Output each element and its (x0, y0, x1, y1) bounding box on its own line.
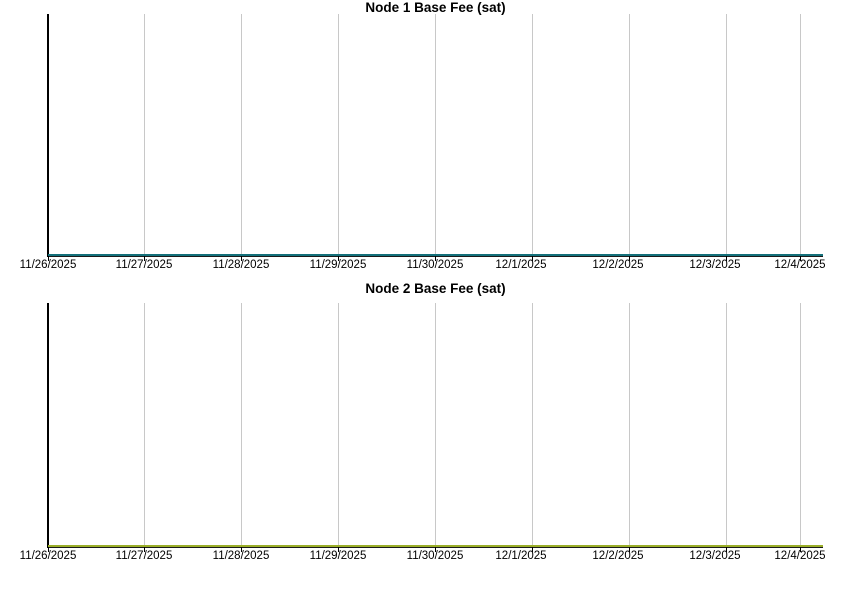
chart-2-data-line (48, 545, 823, 547)
chart-panel-node-1: Node 1 Base Fee (sat) 11/26/2025 11/27/2… (0, 0, 860, 275)
x-tick-label: 11/26/2025 (19, 259, 77, 271)
x-tick-mark (241, 547, 242, 552)
chart-1-title: Node 1 Base Fee (sat) (365, 0, 506, 15)
x-tick-mark (338, 256, 339, 261)
gridline-vertical (435, 14, 436, 256)
x-tick-label: 11/28/2025 (212, 550, 270, 562)
x-tick-label: 12/3/2025 (689, 550, 741, 562)
x-tick-label: 11/26/2025 (19, 550, 77, 562)
x-tick-mark (241, 256, 242, 261)
gridline-vertical (532, 303, 533, 547)
gridline-vertical (532, 14, 533, 256)
gridline-vertical (241, 303, 242, 547)
x-tick-label: 12/2/2025 (592, 550, 644, 562)
x-tick-label: 11/28/2025 (212, 259, 270, 271)
x-tick-mark (726, 547, 727, 552)
x-tick-mark (629, 547, 630, 552)
x-tick-label: 11/29/2025 (309, 259, 367, 271)
x-tick-label: 11/29/2025 (309, 550, 367, 562)
x-tick-label: 11/30/2025 (406, 550, 464, 562)
x-tick-label: 12/1/2025 (495, 259, 547, 271)
x-tick-mark (435, 256, 436, 261)
x-tick-mark (532, 256, 533, 261)
chart-1-x-tick-labels: 11/26/2025 11/27/2025 11/28/2025 11/29/2… (0, 256, 860, 275)
x-tick-mark (532, 547, 533, 552)
x-tick-label: 12/3/2025 (689, 259, 741, 271)
chart-1-plot-area (48, 14, 823, 256)
gridline-vertical (726, 303, 727, 547)
chart-1-y-axis (47, 14, 49, 257)
x-tick-mark (435, 547, 436, 552)
gridline-vertical (800, 303, 801, 547)
chart-2-y-axis (47, 303, 49, 548)
x-tick-mark (144, 547, 145, 552)
gridline-vertical (144, 303, 145, 547)
gridline-vertical (241, 14, 242, 256)
x-tick-label: 11/27/2025 (115, 259, 173, 271)
gridline-vertical (800, 14, 801, 256)
gridline-vertical (144, 14, 145, 256)
gridline-vertical (338, 14, 339, 256)
x-tick-mark (48, 547, 49, 552)
gridline-vertical (629, 14, 630, 256)
chart-2-plot-area (48, 303, 823, 547)
x-tick-label: 12/1/2025 (495, 550, 547, 562)
x-tick-label: 11/27/2025 (115, 550, 173, 562)
x-tick-label: 12/4/2025 (774, 550, 826, 562)
chart-2-title: Node 2 Base Fee (sat) (365, 281, 506, 296)
x-tick-mark (144, 256, 145, 261)
x-tick-mark (48, 256, 49, 261)
gridline-vertical (629, 303, 630, 547)
x-tick-mark (726, 256, 727, 261)
x-tick-mark (338, 547, 339, 552)
x-tick-label: 12/2/2025 (592, 259, 644, 271)
x-tick-mark (800, 547, 801, 552)
x-tick-mark (629, 256, 630, 261)
chart-1-data-line (48, 254, 823, 256)
gridline-vertical (435, 303, 436, 547)
gridline-vertical (726, 14, 727, 256)
x-tick-label: 11/30/2025 (406, 259, 464, 271)
x-tick-mark (800, 256, 801, 261)
chart-panel-node-2: Node 2 Base Fee (sat) (0, 281, 860, 581)
x-tick-label: 12/4/2025 (774, 259, 826, 271)
gridline-vertical (338, 303, 339, 547)
chart-2-x-tick-labels: 11/26/2025 11/27/2025 11/28/2025 11/29/2… (0, 547, 860, 566)
